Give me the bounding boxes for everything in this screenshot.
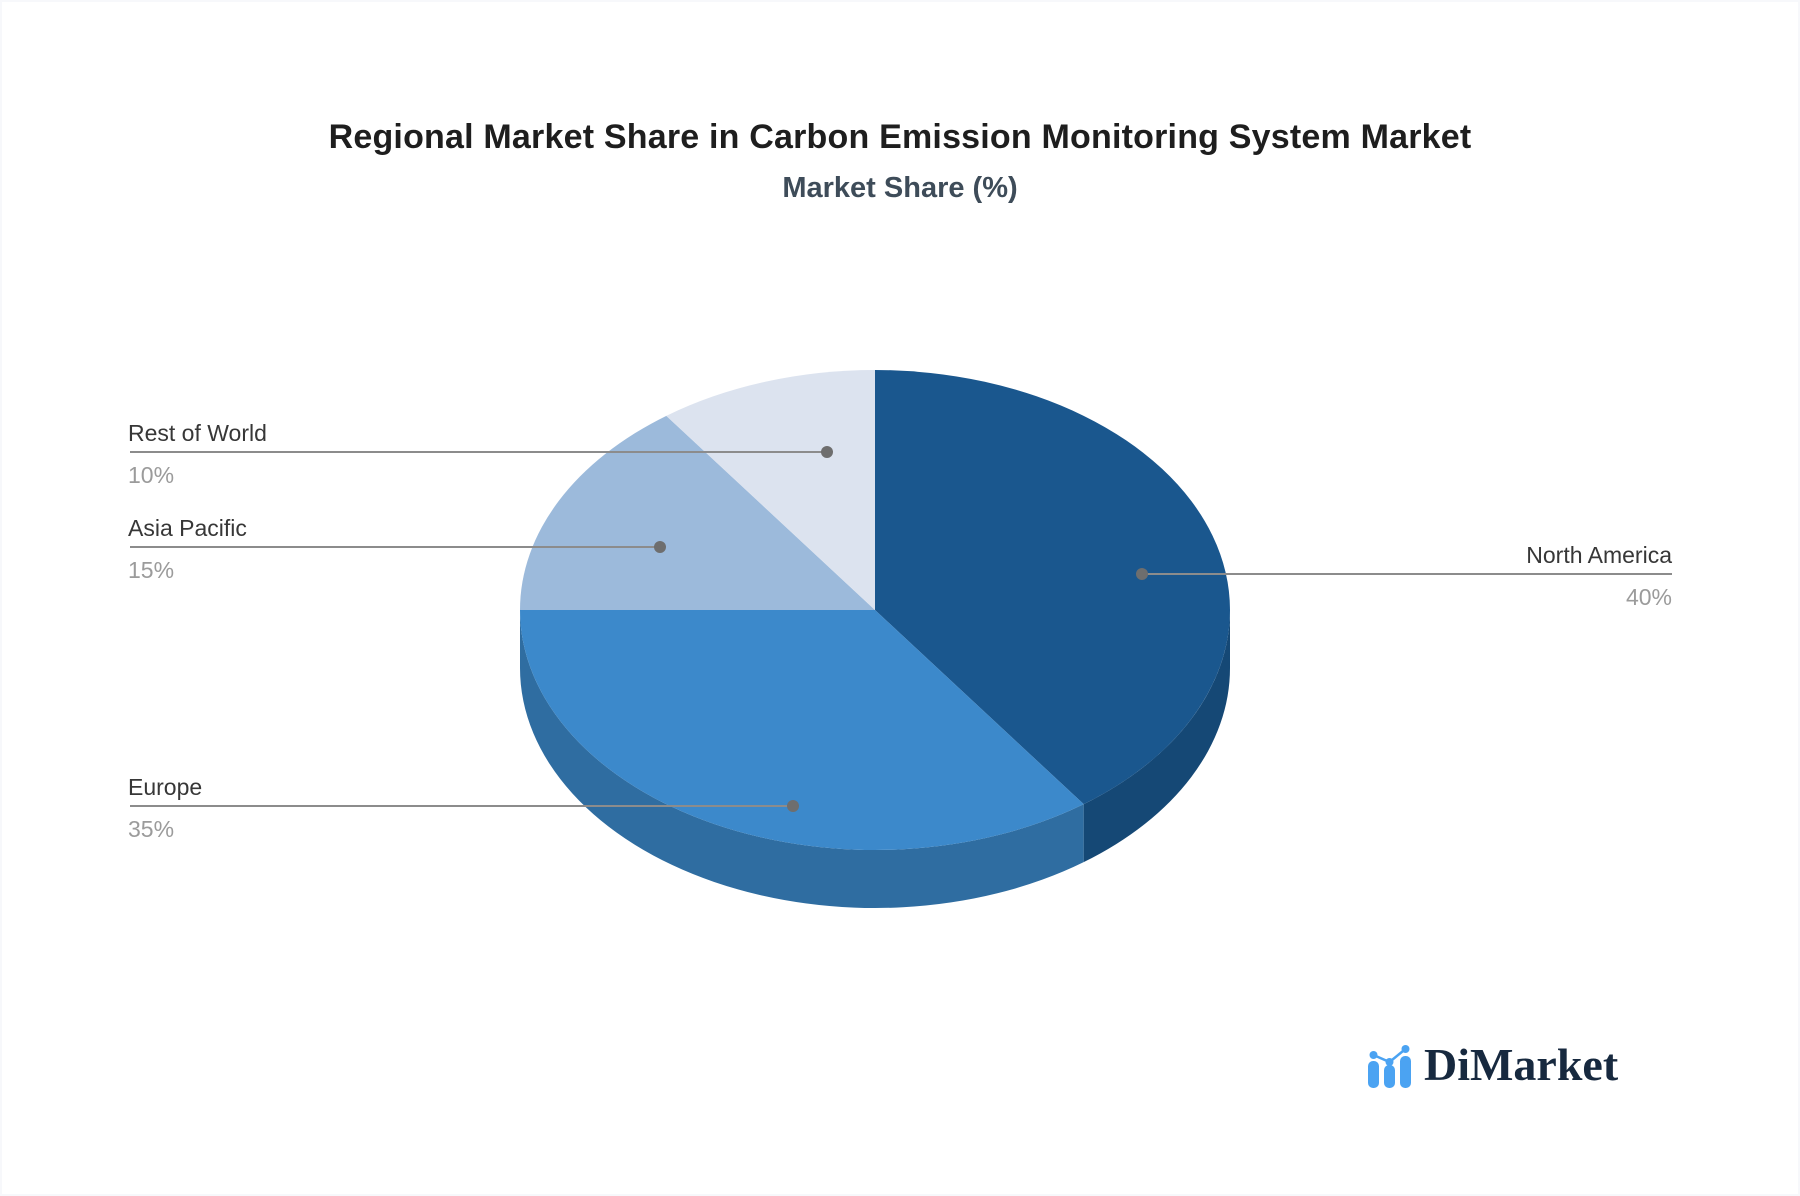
callout-dot-north-america <box>1136 568 1148 580</box>
pie-slice-side-north-america <box>1083 610 1230 863</box>
brand-name: DiMarket <box>1424 1039 1619 1090</box>
callout-pct-asia-pacific: 15% <box>128 557 175 583</box>
bar-line-chart-icon <box>1368 1045 1411 1088</box>
callout-label-europe: Europe <box>128 774 203 800</box>
pie-slice-rest-of-world[interactable] <box>666 370 875 610</box>
pie-slice-europe[interactable] <box>520 610 1084 850</box>
chart-title: Regional Market Share in Carbon Emission… <box>328 118 1472 156</box>
callout-label-rest-of-world: Rest of World <box>128 420 267 446</box>
callout-dot-asia-pacific <box>654 541 666 553</box>
pie-slice-north-america[interactable] <box>875 370 1230 805</box>
callout-label-asia-pacific: Asia Pacific <box>128 515 247 541</box>
chart-subtitle: Market Share (%) <box>782 172 1018 204</box>
pie-slice-side-europe <box>520 610 1084 908</box>
callout-label-north-america: North America <box>1526 542 1672 568</box>
callout-pct-rest-of-world: 10% <box>128 462 175 488</box>
callout-dot-europe <box>787 800 799 812</box>
callout-dot-rest-of-world <box>821 446 833 458</box>
callout-pct-north-america: 40% <box>1625 584 1672 610</box>
brand-logo: DiMarket <box>1366 1040 1618 1090</box>
pie-slice-asia-pacific[interactable] <box>520 415 875 610</box>
callout-pct-europe: 35% <box>128 816 175 842</box>
